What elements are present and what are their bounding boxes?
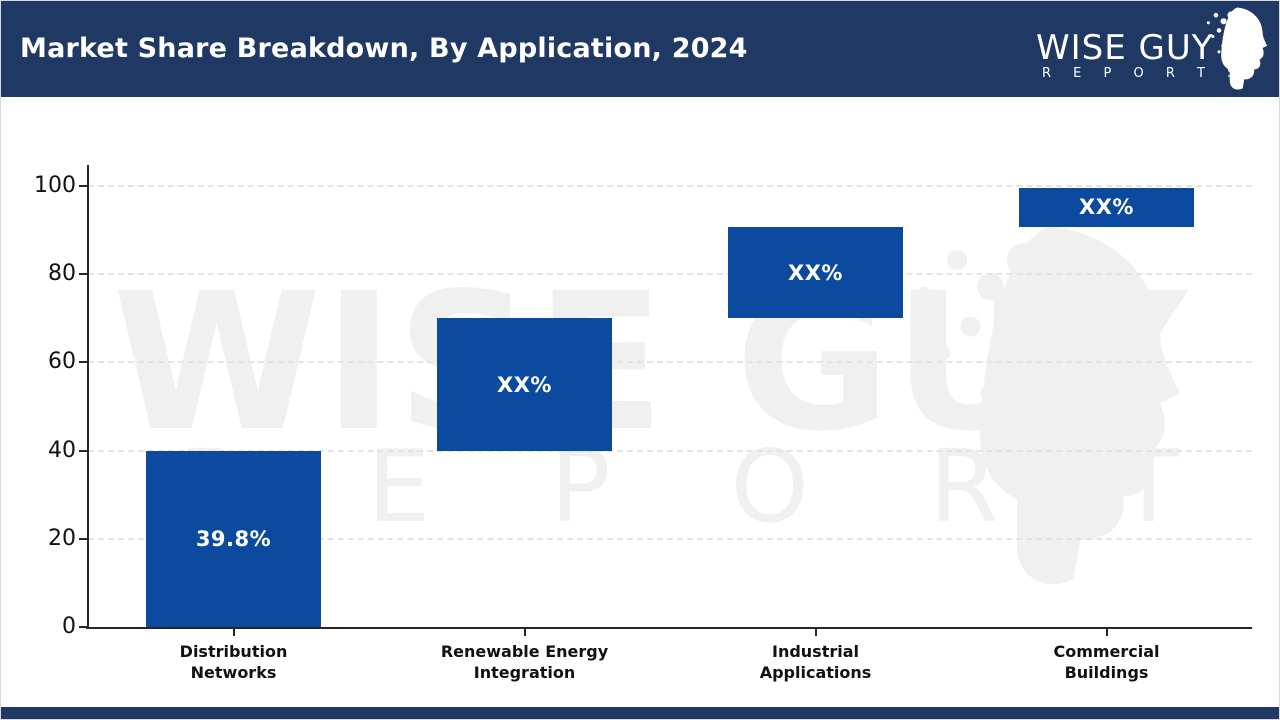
x-axis-category-label: Commercial Buildings (1053, 642, 1160, 683)
x-axis-tick (523, 629, 526, 636)
bar-segment: 39.8% (146, 451, 321, 627)
bar-segment: XX% (437, 318, 612, 452)
x-axis-category-label: Renewable Energy Integration (440, 642, 609, 683)
bar-value-label: 39.8% (195, 527, 272, 552)
gridline (88, 537, 1252, 540)
brand-logo-sub: R E P O R T S (1042, 66, 1245, 81)
x-axis-category-label: Industrial Applications (759, 642, 872, 683)
gridline (88, 449, 1252, 452)
x-axis-tick (814, 629, 817, 636)
y-axis-tick-label: 60 (48, 349, 76, 375)
x-axis-category-label: Distribution Networks (179, 642, 288, 683)
brand-head-icon (1206, 7, 1268, 90)
bar-segment: XX% (728, 227, 903, 319)
x-axis-line (86, 627, 1252, 629)
gridline (88, 273, 1252, 276)
bar-value-label: XX% (1079, 195, 1134, 220)
x-axis-tick (1105, 629, 1108, 636)
y-axis-tick-label: 80 (48, 261, 76, 287)
header-bar: Market Share Breakdown, By Application, … (0, 0, 1280, 97)
gridline (88, 361, 1252, 364)
y-axis-tick (79, 449, 87, 452)
y-axis-line (87, 165, 89, 629)
footer-bar (0, 707, 1280, 720)
brand-logo: WISE GUY R E P O R T S (1008, 4, 1268, 94)
y-axis-tick-label: 20 (48, 525, 76, 551)
y-axis-tick (79, 537, 87, 540)
gridline (88, 185, 1252, 187)
bar-segment: XX% (1019, 187, 1194, 227)
y-axis-tick (79, 626, 87, 628)
bar-value-label: XX% (788, 260, 843, 285)
brand-logo-name: WISE GUY (1036, 28, 1214, 68)
y-axis-tick (79, 273, 87, 276)
y-axis-tick-label: 100 (34, 173, 76, 198)
chart-title: Market Share Breakdown, By Application, … (20, 33, 748, 64)
x-axis-tick (232, 629, 235, 636)
y-axis-tick (79, 361, 87, 364)
y-axis-tick (79, 185, 87, 187)
y-axis-tick-label: 40 (48, 437, 76, 463)
y-axis-tick-label: 0 (62, 614, 76, 639)
bar-value-label: XX% (497, 372, 552, 397)
